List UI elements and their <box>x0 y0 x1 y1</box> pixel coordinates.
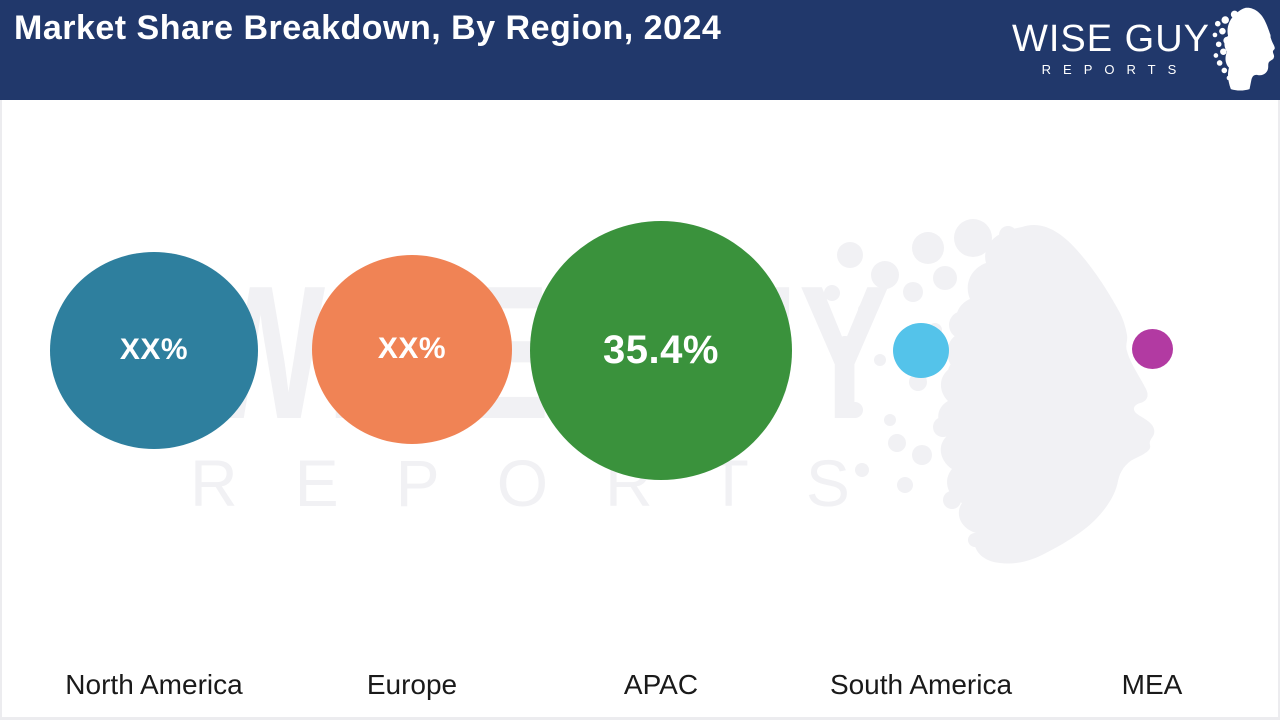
header-bar: Market Share Breakdown, By Region, 2024 … <box>0 0 1280 100</box>
brand-head-icon <box>1212 7 1275 91</box>
brand-logo: WISE GUY REPORTS <box>1012 5 1276 91</box>
bubble-value-label: XX% <box>377 332 447 365</box>
category-label-north-america: North America <box>65 669 243 700</box>
bubble-apac: 35.4% <box>530 220 792 480</box>
bubble-value-label: XX% <box>119 333 189 366</box>
category-label-south-america: South America <box>829 669 1013 700</box>
category-label-apac: APAC <box>623 669 699 700</box>
page-title: Market Share Breakdown, By Region, 2024 <box>14 9 722 47</box>
category-label-mea: MEA <box>1121 669 1183 700</box>
logo-wordmark: WISE GUY <box>1011 17 1210 60</box>
logo-subtitle: REPORTS <box>1041 61 1189 77</box>
bubble-south-america <box>893 322 949 378</box>
bubble-north-america: XX% <box>50 251 258 449</box>
bubble-europe: XX% <box>312 254 512 444</box>
bubble-mea <box>1131 329 1173 369</box>
watermark-subtitle: REPORTS <box>190 446 907 520</box>
watermark-head-icon <box>824 219 1155 564</box>
category-label-europe: Europe <box>366 669 458 700</box>
brand-logo-text: WISE GUY REPORTS <box>1012 20 1210 77</box>
bubble-value-label: 35.4% <box>603 327 719 372</box>
